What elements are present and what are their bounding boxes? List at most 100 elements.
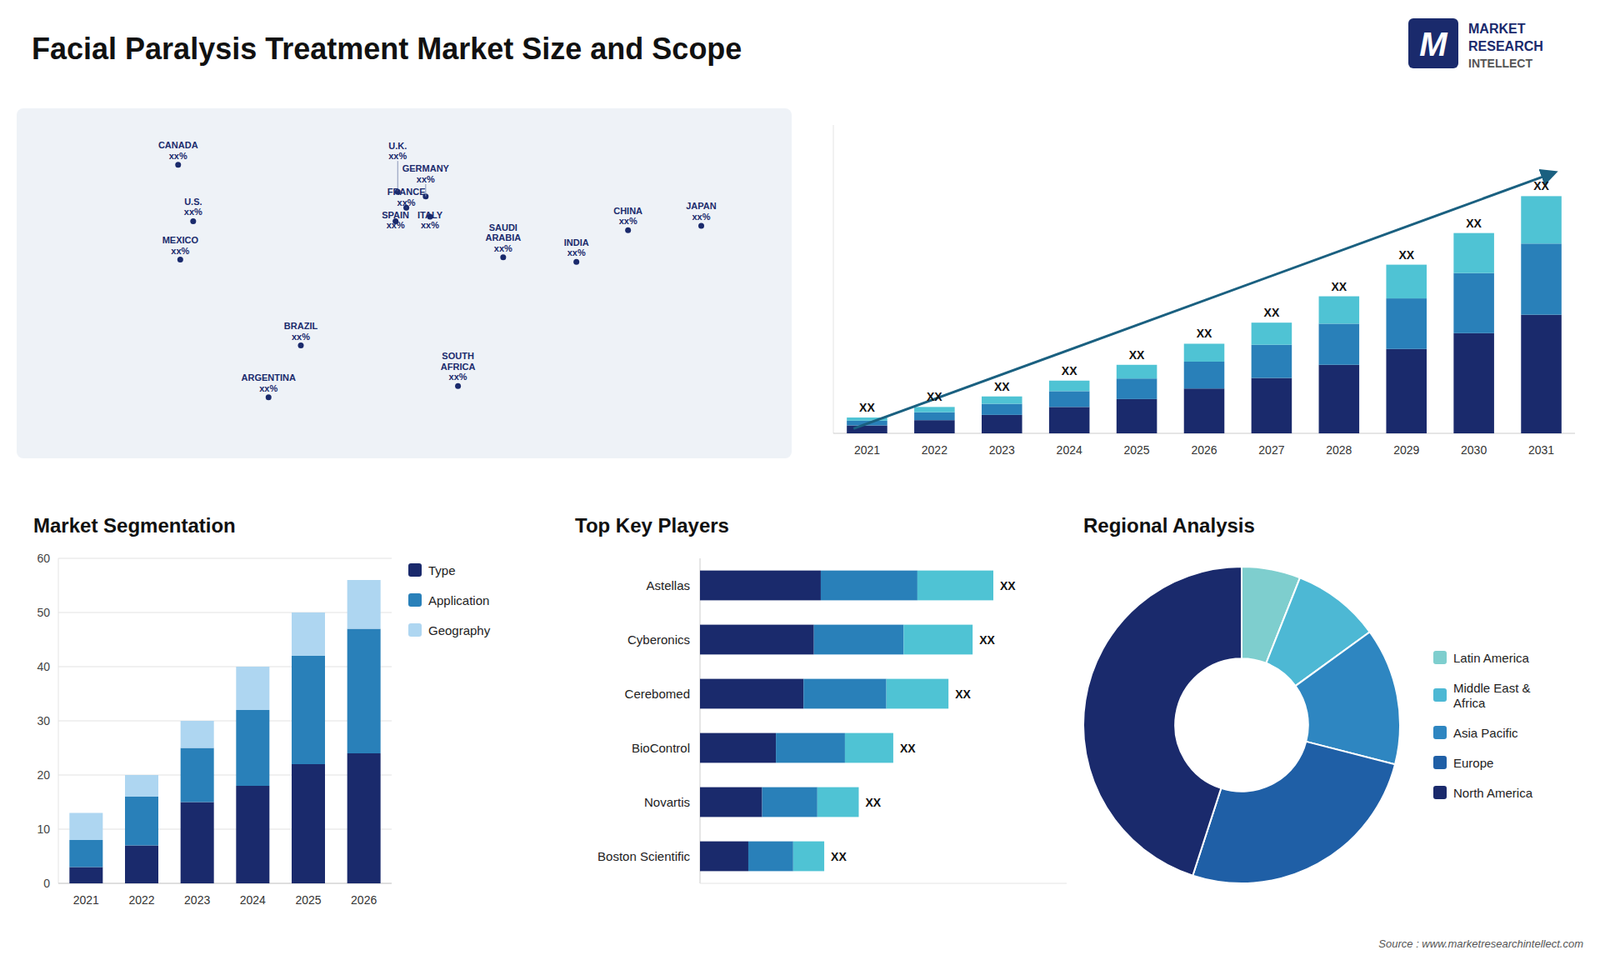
bar [803,679,886,710]
legend: Latin AmericaMiddle East &AfricaAsia Pac… [1433,650,1534,800]
bar-annotation: XX [1129,348,1145,362]
label-line: xx% [386,220,405,230]
map-label: U.S.xx% [184,196,203,218]
label-line: U.K. [388,140,407,151]
bar [291,764,325,884]
map-labels: CANADAxx%U.S.xx%MEXICOxx%BRAZILxx%ARGENT… [158,140,717,394]
grid-line [58,775,392,776]
map-label: JAPANxx% [685,200,717,222]
label-line: MEXICO [162,235,200,245]
map: CANADAxx%U.S.xx%MEXICOxx%BRAZILxx%ARGENT… [16,108,792,459]
bar-annotation: XX [830,850,847,864]
bar [1049,380,1090,392]
page: Facial Paralysis Treatment Market Size a… [0,0,1600,955]
bar [1116,365,1158,379]
legend-label: Type [428,563,456,578]
label-line: FRANCE [387,186,426,197]
label-line: xx% [567,247,586,258]
bar [1049,390,1090,407]
bar [814,625,905,655]
bar [180,748,215,803]
bar [981,396,1023,405]
legend-label: Middle East &Africa [1453,680,1531,710]
map-point [500,254,506,260]
category-label: 2021 [73,893,100,907]
map-label: FRANCExx% [387,186,426,208]
map-point [177,256,184,263]
category-label: 2023 [184,893,210,907]
bar [235,666,270,710]
bar [1116,378,1158,400]
tick-label: 30 [36,714,50,728]
bar [1049,406,1090,434]
grid-line [58,883,392,885]
label-line: xx% [420,220,440,230]
label-line: GERMANY [402,163,450,174]
chart-title: Regional Analysis [1083,514,1255,537]
label-line: xx% [691,211,710,222]
tick-label: 40 [36,660,50,674]
legend-label: Europe [1453,755,1494,770]
logo: MMARKETRESEARCHINTELLECT [1408,18,1544,70]
bar [1251,322,1293,345]
bar-annotation: XX [1000,579,1016,593]
bar [235,710,270,786]
legend-swatch [1433,688,1447,702]
logo-text: INTELLECT [1468,56,1533,70]
bar [820,570,918,601]
bar [180,802,215,885]
label-line: xx% [397,197,416,208]
bar [1116,399,1158,434]
bar [69,867,103,885]
label-line: xx% [619,215,638,226]
label-line: SOUTH [441,350,475,361]
bar [347,753,381,884]
bar [775,733,845,764]
label-line: xx% [169,150,188,161]
map-point [573,259,580,265]
category-label: 2026 [350,893,377,907]
bar [700,679,804,710]
legend-swatch [1433,725,1447,740]
label-line: xx% [170,245,190,256]
bar [1453,333,1495,434]
bar [748,841,794,872]
bar [1184,388,1225,434]
bar-annotation: XX [900,741,916,755]
label-line: xx% [291,331,310,342]
map-label: CANADAxx% [158,140,199,161]
map-point [190,218,196,225]
category-label: 2026 [1190,443,1217,457]
slices [1083,566,1400,884]
legend-label: North America [1453,785,1534,800]
map-label: U.K.xx% [388,140,407,162]
tick-label: 20 [36,768,50,782]
bar [846,425,888,434]
bar [1251,378,1293,434]
category-label: Boston Scientific [597,849,690,864]
legend-swatch [408,623,422,637]
category-label: 2031 [1528,443,1555,457]
bar [1184,343,1225,362]
chart-title: Top Key Players [575,514,730,537]
label-line: Africa [1453,695,1486,710]
grid-line [58,829,392,830]
category-label: 2025 [1124,443,1150,457]
map-panel [16,108,792,459]
label-line: xx% [184,206,203,217]
legend-swatch [1433,785,1447,800]
category-label: Cyberonics [627,632,690,647]
bar [291,612,325,656]
bar [914,420,955,434]
category-label: 2027 [1258,443,1285,457]
map-label: MEXICOxx% [162,235,200,256]
bar-annotation: XX [865,795,881,810]
tick-label: 60 [36,551,50,565]
bar [917,570,994,601]
bar [1319,365,1360,434]
legend-swatch [408,563,422,577]
bar [981,415,1023,434]
label-line: xx% [388,150,407,161]
bar-annotation: XX [1465,216,1482,230]
map-point [298,342,305,349]
